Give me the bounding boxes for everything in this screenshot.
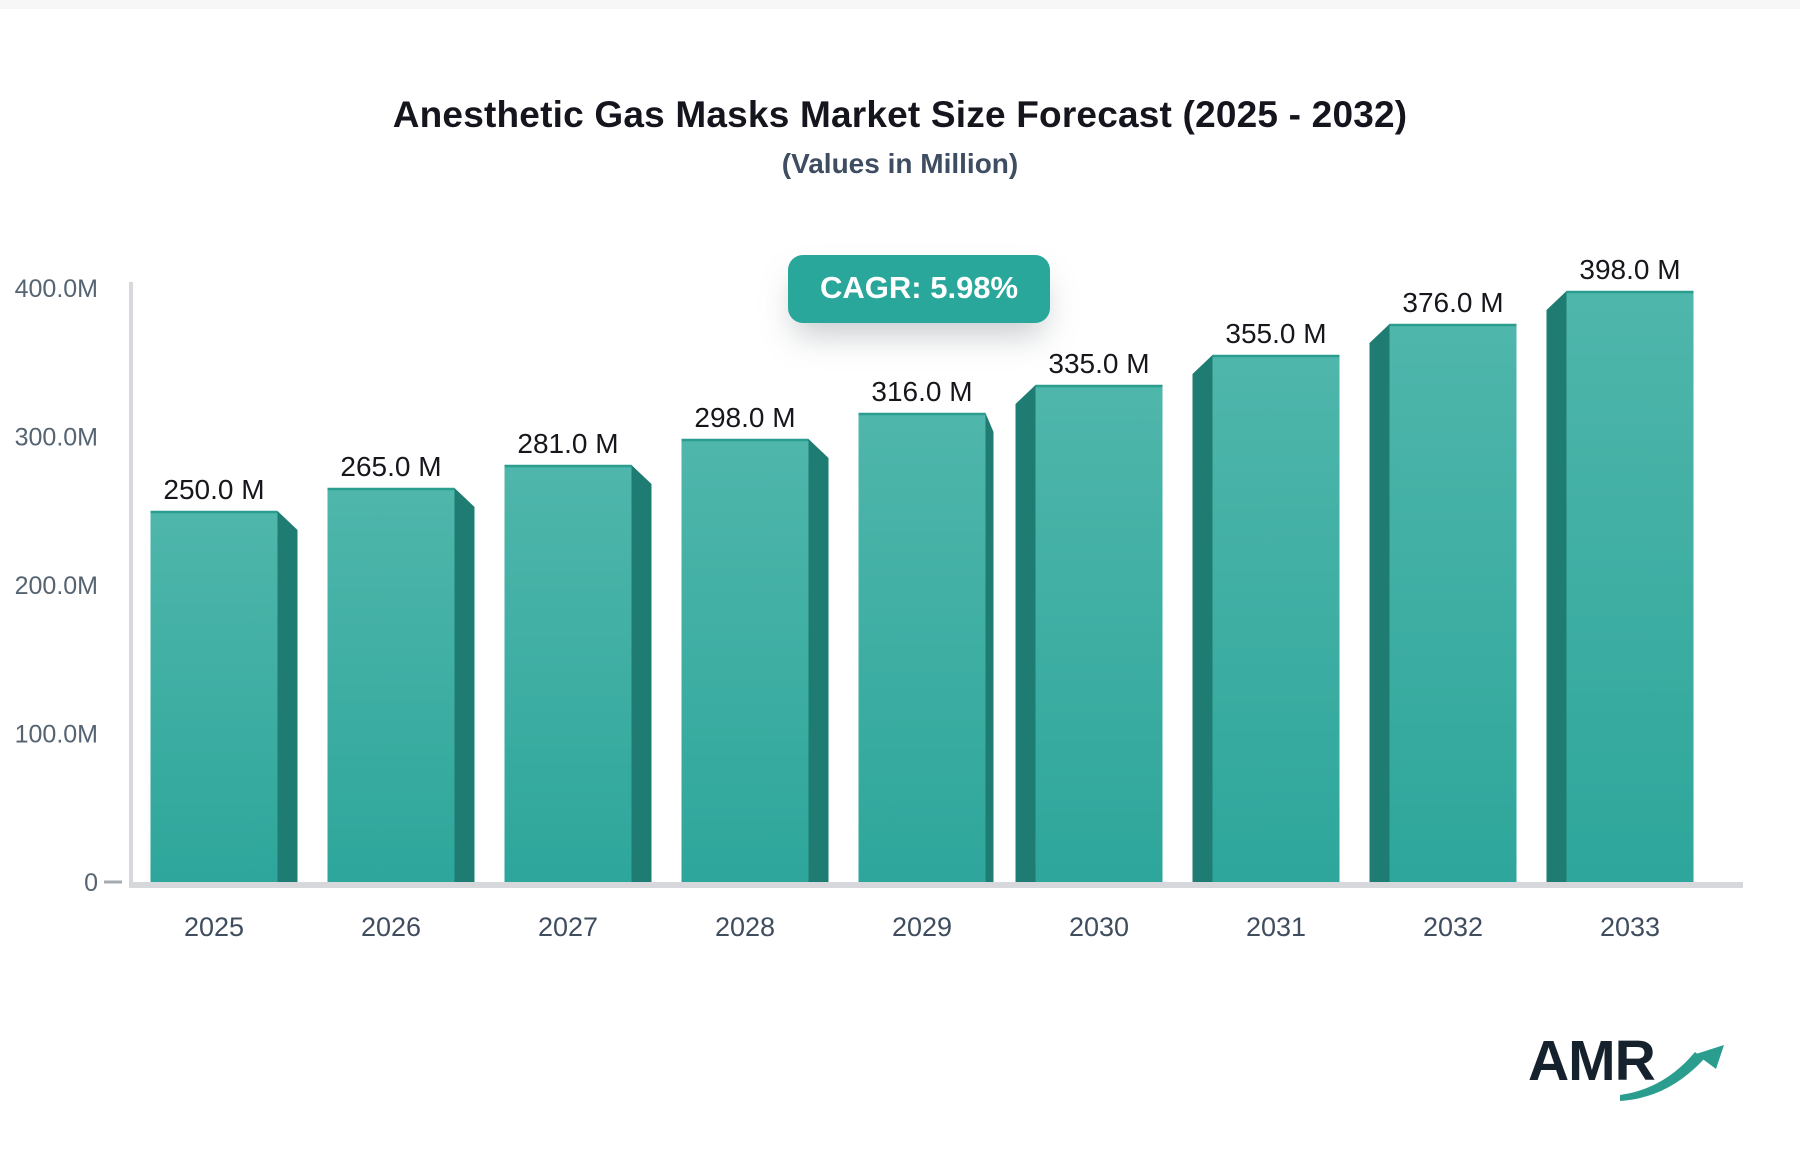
x-tick-label: 2026 [361, 912, 421, 942]
bar-side-2030 [1015, 385, 1036, 882]
bar-group-2028: 298.0 M 2028 [681, 402, 829, 942]
bar-group-2031: 355.0 M 2031 [1192, 318, 1340, 942]
bar-value-label: 355.0 M [1225, 318, 1326, 349]
amr-logo-text: AMR [1528, 1029, 1656, 1093]
amr-logo: AMR [1528, 1033, 1738, 1118]
bar-group-2027: 281.0 M 2027 [504, 428, 652, 942]
bar-value-label: 376.0 M [1402, 287, 1503, 318]
bar-2028 [681, 439, 809, 882]
bar-2030 [1035, 385, 1163, 882]
y-tick-label: 100.0M [15, 721, 98, 749]
bar-side-2031 [1192, 355, 1213, 882]
x-tick-label: 2028 [715, 912, 775, 942]
cagr-badge: CAGR: 5.98% [788, 255, 1051, 323]
bar-side-2028 [808, 439, 829, 882]
bar-value-label: 281.0 M [517, 428, 618, 459]
bar-side-2033 [1546, 291, 1567, 882]
bar-group-2030: 335.0 M 2030 [1015, 348, 1163, 942]
y-tick-label: 200.0M [15, 572, 98, 600]
bar-group-2033: 398.0 M 2033 [1546, 254, 1694, 942]
bar-side-2027 [631, 465, 652, 882]
bar-2033 [1566, 291, 1694, 882]
y-tick-label: 0 [84, 869, 98, 897]
bar-side-2032 [1369, 324, 1390, 882]
growth-arrow-icon [1620, 1045, 1724, 1101]
bar-value-label: 398.0 M [1579, 254, 1680, 285]
x-tick-label: 2031 [1246, 912, 1306, 942]
bar-group-2029: 316.0 M 2029 [858, 376, 994, 942]
bar-2031 [1212, 355, 1340, 882]
x-tick-label: 2032 [1423, 912, 1483, 942]
x-tick-label: 2027 [538, 912, 598, 942]
x-tick-label: 2029 [892, 912, 952, 942]
bar-value-label: 250.0 M [163, 474, 264, 505]
bar-2026 [327, 488, 455, 882]
bar-2029 [858, 413, 986, 882]
bar-2027 [504, 465, 632, 882]
top-strip [0, 0, 1800, 9]
chart-title: Anesthetic Gas Masks Market Size Forecas… [392, 94, 1408, 135]
bar-2032 [1389, 324, 1517, 882]
x-tick-label: 2025 [184, 912, 244, 942]
bar-2025 [150, 511, 278, 882]
bar-value-label: 335.0 M [1048, 348, 1149, 379]
y-tick-label: 400.0M [15, 275, 98, 303]
bar-value-label: 316.0 M [871, 376, 972, 407]
y-tick-label: 300.0M [15, 424, 98, 452]
bar-side-2025 [277, 511, 298, 882]
bar-value-label: 298.0 M [694, 402, 795, 433]
bar-group-2026: 265.0 M 2026 [327, 451, 475, 942]
bar-group-2025: 250.0 M 2025 [150, 474, 298, 942]
x-tick-label: 2033 [1600, 912, 1660, 942]
bar-group-2032: 376.0 M 2032 [1369, 287, 1517, 942]
x-tick-label: 2030 [1069, 912, 1129, 942]
bar-side-2029 [985, 413, 994, 882]
chart-subtitle: (Values in Million) [781, 148, 1019, 179]
bar-side-2026 [454, 488, 475, 882]
bar-value-label: 265.0 M [340, 451, 441, 482]
